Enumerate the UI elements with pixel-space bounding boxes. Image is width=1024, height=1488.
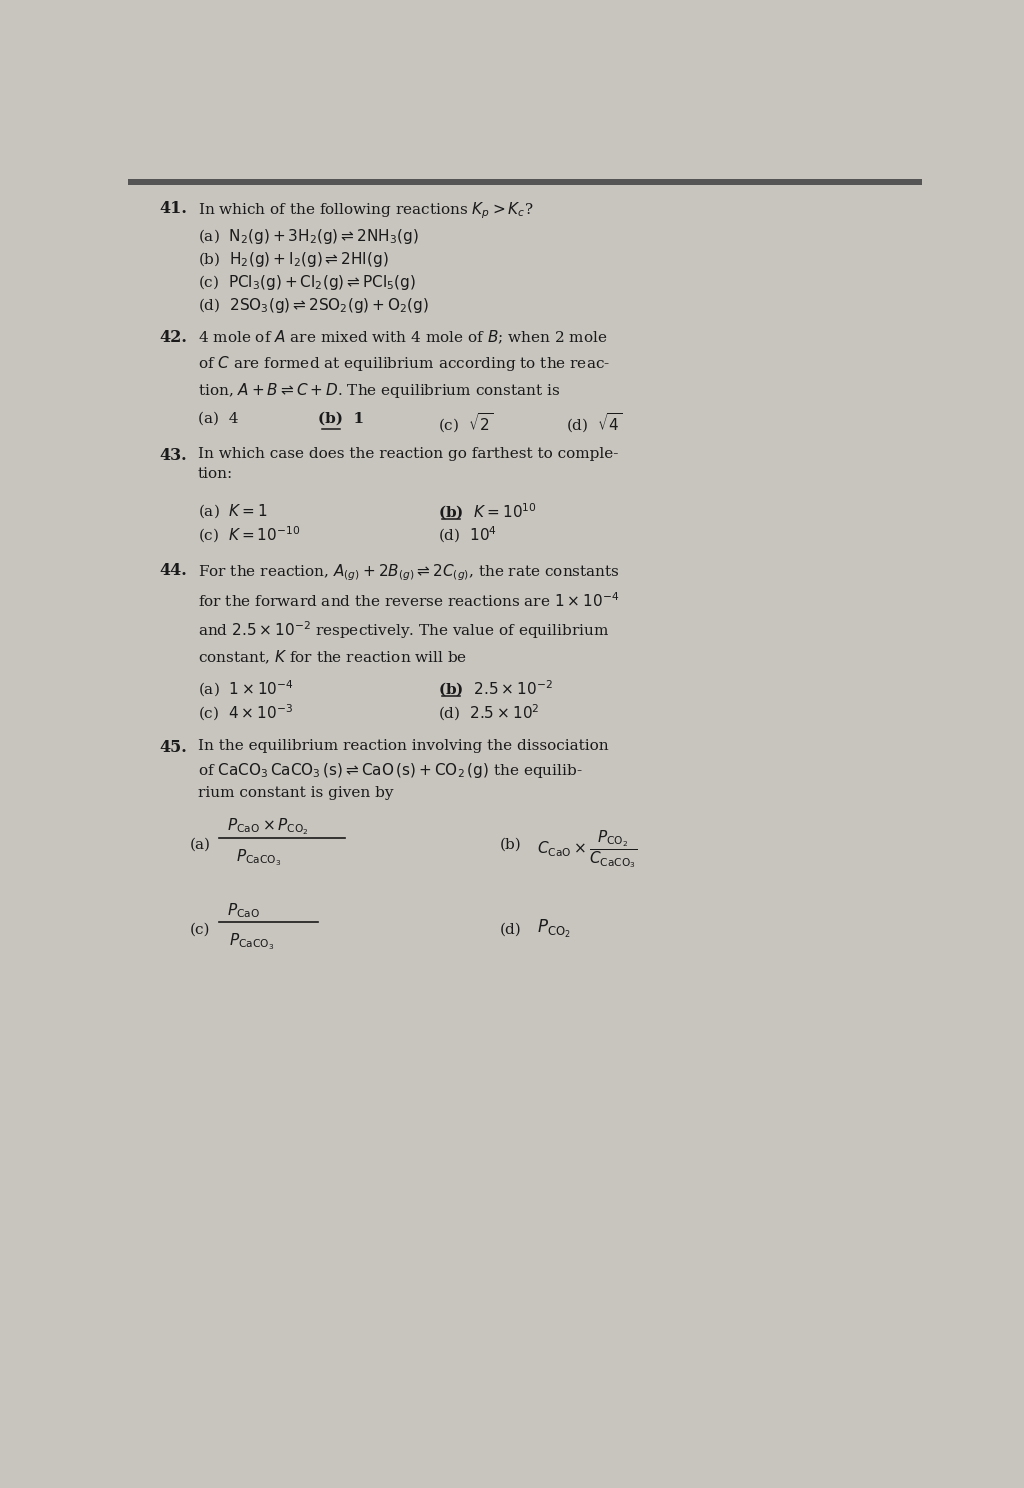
Text: For the reaction, $A_{(g)} + 2B_{(g)} \rightleftharpoons 2C_{(g)}$, the rate con: For the reaction, $A_{(g)} + 2B_{(g)} \r… — [198, 562, 620, 665]
Text: (b)  $2.5 \times 10^{-2}$: (b) $2.5 \times 10^{-2}$ — [438, 679, 553, 699]
Text: (d): (d) — [500, 923, 522, 936]
Text: (c): (c) — [190, 923, 211, 936]
Text: (c)  $4 \times 10^{-3}$: (c) $4 \times 10^{-3}$ — [198, 702, 293, 723]
Text: In which case does the reaction go farthest to comple-
tion:: In which case does the reaction go farth… — [198, 446, 618, 481]
Text: $P_{\mathrm{CO_2}}$: $P_{\mathrm{CO_2}}$ — [538, 918, 571, 940]
Text: (b): (b) — [500, 838, 522, 851]
Text: $C_{\mathrm{CaO}} \times \dfrac{P_{\mathrm{CO_2}}}{C_{\mathrm{CaCO_3}}}$: $C_{\mathrm{CaO}} \times \dfrac{P_{\math… — [538, 827, 638, 869]
Text: (d)  $\sqrt{4}$: (d) $\sqrt{4}$ — [566, 412, 623, 436]
Text: (a)  $\mathrm{N_2(g) + 3H_2(g) \rightleftharpoons 2NH_3(g)}$: (a) $\mathrm{N_2(g) + 3H_2(g) \rightleft… — [198, 228, 419, 246]
Text: (a)  4: (a) 4 — [198, 412, 239, 426]
Text: $P_{\mathrm{CaO}} \times P_{\mathrm{CO_2}}$: $P_{\mathrm{CaO}} \times P_{\mathrm{CO_2… — [227, 815, 309, 836]
Text: 4 mole of $A$ are mixed with 4 mole of $B$; when 2 mole
of $C$ are formed at equ: 4 mole of $A$ are mixed with 4 mole of $… — [198, 329, 610, 399]
Text: (a)  $K = 1$: (a) $K = 1$ — [198, 501, 267, 519]
Text: (d)  $\mathrm{2SO_3(g) \rightleftharpoons 2SO_2(g) + O_2(g)}$: (d) $\mathrm{2SO_3(g) \rightleftharpoons… — [198, 296, 429, 315]
Text: (b)  1: (b) 1 — [317, 412, 364, 426]
Text: (b)  $\mathrm{H_2(g) + I_2(g) \rightleftharpoons 2HI(g)}$: (b) $\mathrm{H_2(g) + I_2(g) \rightlefth… — [198, 250, 388, 269]
Text: $P_{\mathrm{CaCO_3}}$: $P_{\mathrm{CaCO_3}}$ — [237, 847, 282, 868]
Text: (c)  $K = 10^{-10}$: (c) $K = 10^{-10}$ — [198, 525, 300, 546]
Text: 42.: 42. — [159, 329, 186, 345]
Text: (d)  $10^4$: (d) $10^4$ — [438, 525, 497, 546]
Text: 44.: 44. — [159, 562, 186, 579]
Text: $P_{\mathrm{CaO}}$: $P_{\mathrm{CaO}}$ — [227, 900, 260, 920]
Text: $P_{\mathrm{CaCO_3}}$: $P_{\mathrm{CaCO_3}}$ — [228, 931, 274, 952]
Text: (a)  $1 \times 10^{-4}$: (a) $1 \times 10^{-4}$ — [198, 679, 294, 699]
Text: 41.: 41. — [159, 199, 186, 217]
Text: In the equilibrium reaction involving the dissociation
of $\mathrm{CaCO_3\,CaCO_: In the equilibrium reaction involving th… — [198, 740, 608, 801]
Text: (a): (a) — [190, 838, 211, 851]
Text: (c)  $\mathrm{PCl_3(g) + Cl_2(g) \rightleftharpoons PCl_5(g)}$: (c) $\mathrm{PCl_3(g) + Cl_2(g) \rightle… — [198, 274, 416, 292]
Text: (d)  $2.5 \times 10^{2}$: (d) $2.5 \times 10^{2}$ — [438, 702, 540, 723]
Text: 43.: 43. — [159, 446, 186, 464]
Text: (c)  $\sqrt{2}$: (c) $\sqrt{2}$ — [438, 412, 493, 436]
Text: 45.: 45. — [159, 740, 186, 756]
Text: (b)  $K = 10^{10}$: (b) $K = 10^{10}$ — [438, 501, 537, 522]
Bar — [128, 179, 922, 185]
Text: In which of the following reactions $K_p > K_c$?: In which of the following reactions $K_p… — [198, 199, 534, 220]
